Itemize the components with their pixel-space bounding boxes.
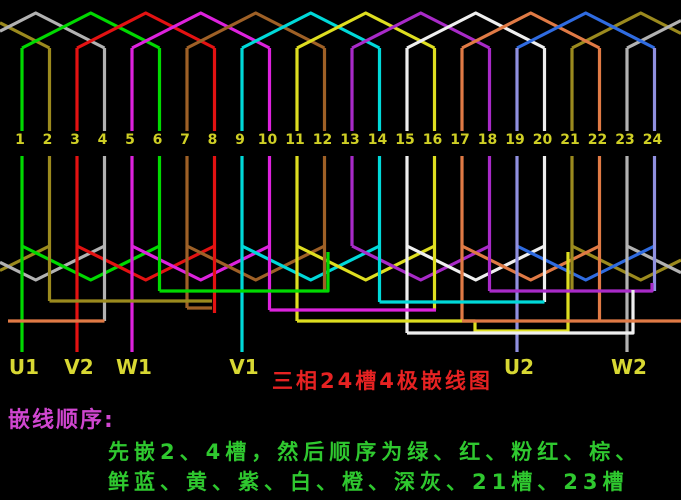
legend-heading: 嵌线顺序: <box>8 408 115 433</box>
slot-number: 2 <box>43 132 53 148</box>
purple-jumper <box>489 283 654 293</box>
slot-number: 16 <box>423 132 442 148</box>
terminal-label-U1: U1 <box>9 355 39 379</box>
slot-number: 12 <box>313 132 332 148</box>
coil-bottom-span <box>241 244 381 282</box>
slot-number: 20 <box>533 132 553 148</box>
coil-top-span <box>0 11 106 50</box>
yellow-jumper <box>297 252 570 333</box>
slot-number: 23 <box>615 132 634 148</box>
coil-bottom-span <box>406 244 546 282</box>
coil-top-span <box>131 11 271 50</box>
coil-top-span <box>626 19 681 50</box>
slot-number: 19 <box>505 132 524 148</box>
coil-bottom-span <box>296 244 436 282</box>
slot-number: 6 <box>153 132 163 148</box>
slot-number: 1 <box>15 132 25 148</box>
legend-line-1: 先嵌2、4槽，然后顺序为绿、红、粉红、棕、 <box>108 440 642 464</box>
slot-number: 24 <box>643 132 663 148</box>
terminal-label-W2: W2 <box>611 355 647 379</box>
terminal-label-W1: W1 <box>116 355 152 379</box>
terminal-label-U2: U2 <box>504 355 534 379</box>
green-jumper <box>159 252 330 293</box>
coil-top-span <box>241 11 381 50</box>
coil-bottom-span <box>351 244 491 282</box>
slot-number: 22 <box>588 132 607 148</box>
diagram-title: 三相24槽4极嵌线图 <box>272 369 493 393</box>
coil-top-span <box>461 11 601 50</box>
slot-number: 11 <box>285 132 304 148</box>
slot-number: 9 <box>235 132 245 148</box>
slot-number: 8 <box>208 132 218 148</box>
coil-top-span <box>186 11 326 50</box>
coil-top-span <box>406 11 546 50</box>
coil-top-span <box>296 11 436 50</box>
slot-number: 15 <box>395 132 414 148</box>
coil-bottom-span <box>21 244 161 282</box>
coil-bottom-span <box>0 244 106 282</box>
terminal-label-V2: V2 <box>64 355 93 379</box>
coil-bottom-span <box>461 244 601 282</box>
coil-bottom-span <box>516 244 656 282</box>
coil-top-span <box>21 11 161 50</box>
slot-number: 18 <box>478 132 497 148</box>
slot-number: 21 <box>560 132 579 148</box>
white-jumper <box>407 290 635 335</box>
coil-bottom-span <box>131 244 271 282</box>
slot-number: 17 <box>450 132 469 148</box>
coil-bottom-span <box>76 244 216 282</box>
coil-top-span <box>76 11 216 50</box>
coil-top-span <box>516 11 656 50</box>
slot-number: 3 <box>70 132 80 148</box>
terminal-label-V1: V1 <box>229 355 258 379</box>
slot-number: 10 <box>258 132 278 148</box>
slot-number: 5 <box>125 132 135 148</box>
coil-top-span <box>351 11 491 50</box>
coil-bottom-span <box>186 244 326 282</box>
slot-number: 14 <box>368 132 388 148</box>
slot-number: 7 <box>180 132 190 148</box>
slot-number: 13 <box>340 132 359 148</box>
legend-line-2: 鲜蓝、黄、紫、白、橙、深灰、21槽、23槽 <box>108 470 629 494</box>
slot-number: 4 <box>98 132 108 148</box>
